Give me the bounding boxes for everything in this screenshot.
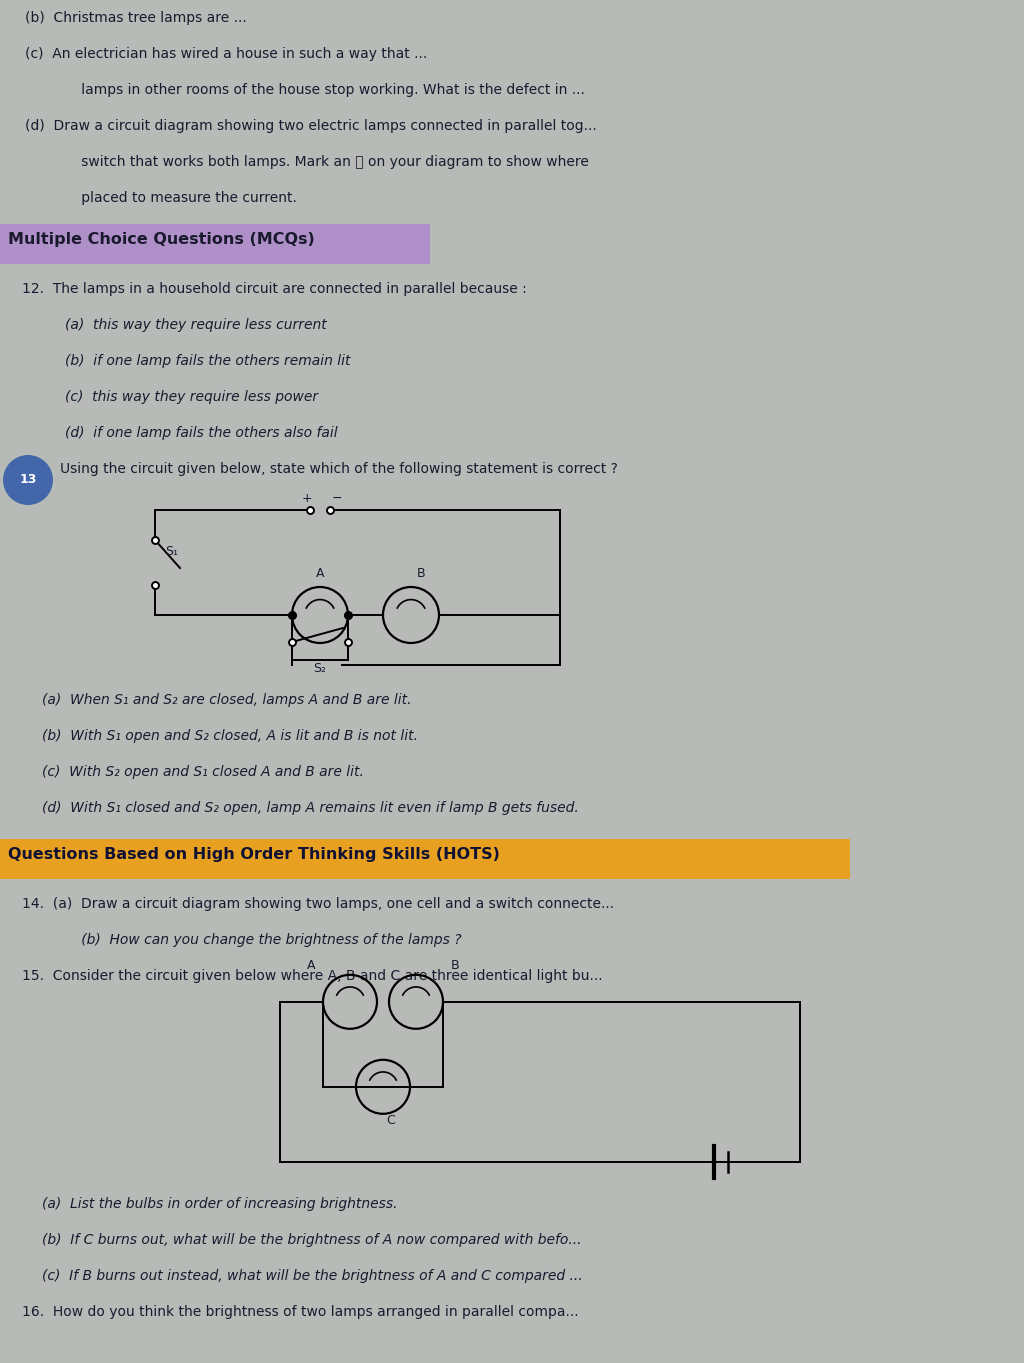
Text: A: A: [307, 958, 315, 972]
FancyBboxPatch shape: [0, 840, 850, 879]
Text: 16.  How do you think the brightness of two lamps arranged in parallel compa...: 16. How do you think the brightness of t…: [22, 1304, 579, 1319]
Text: switch that works both lamps. Mark an Ⓐ on your diagram to show where: switch that works both lamps. Mark an Ⓐ …: [55, 155, 589, 169]
Text: Multiple Choice Questions (MCQs): Multiple Choice Questions (MCQs): [8, 232, 314, 247]
Text: (d)  if one lamp fails the others also fail: (d) if one lamp fails the others also fa…: [65, 427, 338, 440]
Text: (c)  With S₂ open and S₁ closed A and B are lit.: (c) With S₂ open and S₁ closed A and B a…: [42, 765, 364, 780]
Text: lamps in other rooms of the house stop working. What is the defect in ...: lamps in other rooms of the house stop w…: [55, 83, 585, 97]
FancyBboxPatch shape: [0, 224, 430, 264]
Text: (c)  If B burns out instead, what will be the brightness of A and C compared ...: (c) If B burns out instead, what will be…: [42, 1269, 583, 1283]
Text: +: +: [302, 492, 312, 506]
Text: 15.  Consider the circuit given below where A, B and C are three identical light: 15. Consider the circuit given below whe…: [22, 969, 603, 983]
Text: S₁: S₁: [165, 545, 178, 557]
Text: (b)  if one lamp fails the others remain lit: (b) if one lamp fails the others remain …: [65, 354, 350, 368]
Text: 14.  (a)  Draw a circuit diagram showing two lamps, one cell and a switch connec: 14. (a) Draw a circuit diagram showing t…: [22, 897, 614, 910]
Text: B: B: [451, 958, 460, 972]
Text: (b)  How can you change the brightness of the lamps ?: (b) How can you change the brightness of…: [55, 934, 462, 947]
Text: S₂: S₂: [313, 662, 327, 675]
Text: (b)  If C burns out, what will be the brightness of A now compared with befo...: (b) If C burns out, what will be the bri…: [42, 1232, 582, 1247]
Text: placed to measure the current.: placed to measure the current.: [55, 191, 297, 204]
Text: (a)  List the bulbs in order of increasing brightness.: (a) List the bulbs in order of increasin…: [42, 1197, 397, 1210]
Circle shape: [3, 455, 53, 506]
Text: (d)  With S₁ closed and S₂ open, lamp A remains lit even if lamp B gets fused.: (d) With S₁ closed and S₂ open, lamp A r…: [42, 801, 579, 815]
Text: (c)  this way they require less power: (c) this way they require less power: [65, 390, 318, 403]
Text: 12.  The lamps in a household circuit are connected in parallel because :: 12. The lamps in a household circuit are…: [22, 282, 526, 296]
Text: C: C: [387, 1114, 395, 1127]
Text: (a)  this way they require less current: (a) this way they require less current: [65, 318, 327, 333]
Text: (a)  When S₁ and S₂ are closed, lamps A and B are lit.: (a) When S₁ and S₂ are closed, lamps A a…: [42, 692, 412, 707]
Text: −: −: [332, 492, 342, 506]
Text: 13: 13: [19, 473, 37, 487]
Text: (c)  An electrician has wired a house in such a way that ...: (c) An electrician has wired a house in …: [25, 46, 427, 61]
Text: Questions Based on High Order Thinking Skills (HOTS): Questions Based on High Order Thinking S…: [8, 846, 500, 861]
Text: (d)  Draw a circuit diagram showing two electric lamps connected in parallel tog: (d) Draw a circuit diagram showing two e…: [25, 119, 597, 134]
Text: B: B: [417, 567, 425, 581]
Text: (b)  Christmas tree lamps are ...: (b) Christmas tree lamps are ...: [25, 11, 247, 25]
Text: Using the circuit given below, state which of the following statement is correct: Using the circuit given below, state whi…: [60, 462, 617, 476]
Text: (b)  With S₁ open and S₂ closed, A is lit and B is not lit.: (b) With S₁ open and S₂ closed, A is lit…: [42, 729, 418, 743]
Text: A: A: [315, 567, 325, 581]
